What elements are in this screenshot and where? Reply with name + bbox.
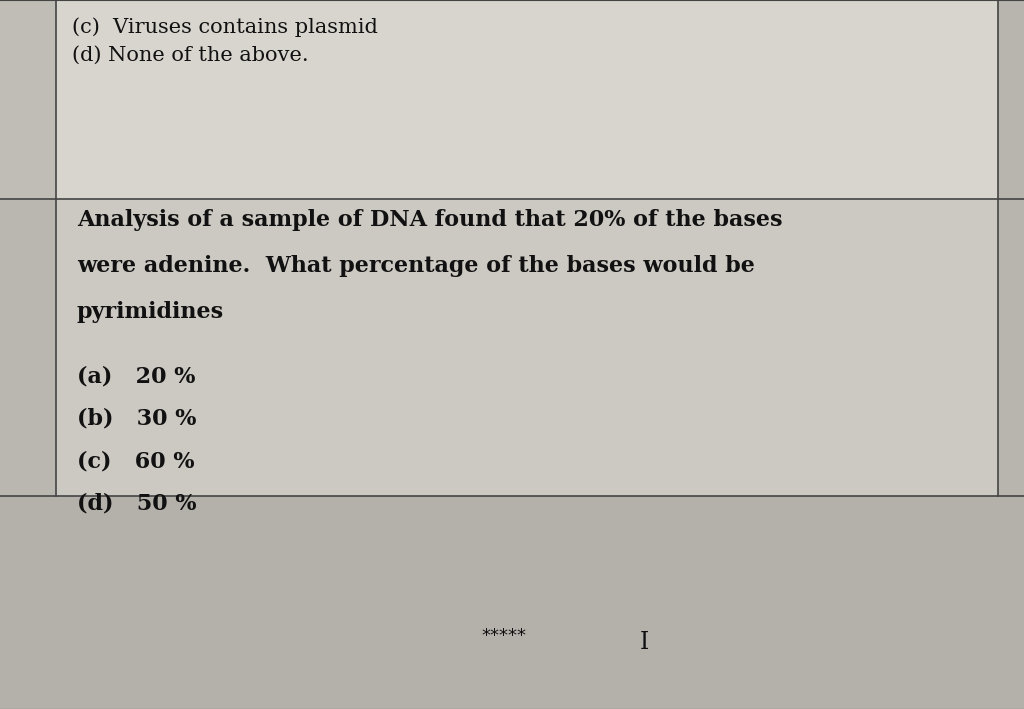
Bar xyxy=(0,199,56,496)
Bar xyxy=(56,0,998,199)
Bar xyxy=(0,0,56,199)
Bar xyxy=(0,496,1024,709)
Text: Analysis of a sample of DNA found that 20% of the bases: Analysis of a sample of DNA found that 2… xyxy=(77,209,782,231)
Text: (c)  Viruses contains plasmid: (c) Viruses contains plasmid xyxy=(72,18,378,38)
Text: (d)   50 %: (d) 50 % xyxy=(77,493,197,515)
Text: (c)   60 %: (c) 60 % xyxy=(77,450,195,472)
Text: I: I xyxy=(640,631,649,654)
Text: (d) None of the above.: (d) None of the above. xyxy=(72,46,308,65)
Text: *****: ***** xyxy=(481,627,526,645)
Text: (b)   30 %: (b) 30 % xyxy=(77,408,197,430)
Text: (a)   20 %: (a) 20 % xyxy=(77,365,196,387)
Bar xyxy=(56,199,998,496)
Text: pyrimidines: pyrimidines xyxy=(77,301,224,323)
Text: were adenine.  What percentage of the bases would be: were adenine. What percentage of the bas… xyxy=(77,255,755,277)
